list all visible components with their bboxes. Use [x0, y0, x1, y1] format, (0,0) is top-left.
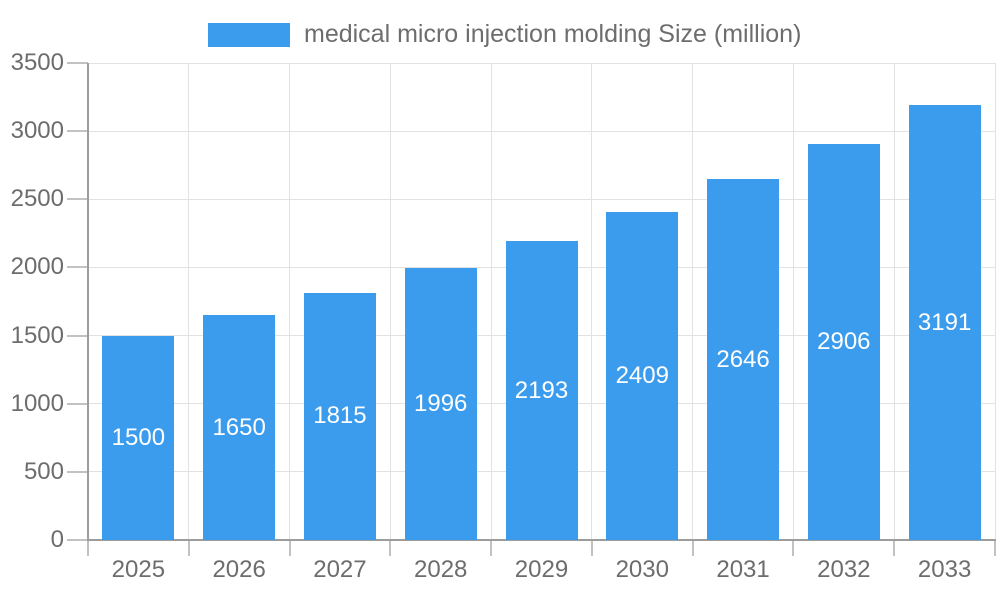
y-axis-line: [87, 63, 89, 540]
bar[interactable]: 2646: [707, 179, 780, 540]
x-axis-label: 2028: [414, 556, 468, 583]
bar-value-label: 2193: [514, 376, 569, 404]
x-tick: [691, 540, 694, 556]
y-tick: [67, 470, 88, 473]
x-gridline: [490, 63, 492, 540]
x-axis-label: 2026: [212, 556, 266, 583]
x-axis-label: 2027: [313, 556, 367, 583]
y-axis-label: 1000: [10, 389, 64, 417]
y-gridline: [88, 198, 995, 200]
bar[interactable]: 2906: [807, 143, 880, 540]
bar[interactable]: 2409: [606, 211, 679, 540]
y-axis-label: 0: [50, 526, 64, 553]
x-gridline: [994, 63, 996, 540]
x-gridline: [591, 63, 593, 540]
x-gridline: [188, 63, 190, 540]
bar-value-label: 2906: [817, 327, 871, 355]
x-tick: [590, 540, 593, 556]
y-tick: [67, 198, 88, 201]
x-tick: [288, 540, 291, 556]
y-tick: [67, 62, 88, 64]
y-axis-label: 500: [23, 457, 64, 485]
bar-value-label: 3191: [917, 308, 972, 336]
x-gridline: [893, 63, 895, 540]
legend-label: medical micro injection molding Size (mi…: [304, 20, 802, 48]
x-tick: [893, 540, 896, 556]
y-tick: [67, 130, 88, 133]
y-axis-label: 1500: [10, 321, 64, 349]
x-axis-line: [87, 539, 996, 541]
bar[interactable]: 1650: [203, 315, 276, 540]
x-tick: [389, 540, 392, 556]
bar-value-label: 2409: [615, 361, 669, 389]
bar[interactable]: 1996: [404, 267, 477, 540]
y-axis-label: 3500: [10, 49, 64, 76]
x-tick: [490, 540, 493, 556]
x-axis-label: 2025: [111, 556, 166, 583]
x-axis-label: 2031: [716, 556, 770, 583]
x-tick: [187, 540, 190, 556]
bar-value-label: 1996: [414, 389, 468, 417]
bar-value-label: 1650: [212, 413, 266, 441]
y-tick: [67, 539, 88, 541]
y-axis-label: 3000: [10, 117, 64, 145]
x-axis-label: 2029: [514, 556, 569, 583]
bar-value-label: 2646: [716, 345, 770, 373]
x-tick: [87, 540, 89, 556]
bar-value-label: 1815: [313, 402, 367, 430]
x-axis-label: 2030: [615, 556, 669, 583]
x-gridline: [692, 63, 694, 540]
x-tick: [994, 540, 996, 556]
y-gridline: [88, 62, 995, 64]
y-axis-label: 2500: [10, 185, 64, 213]
bar[interactable]: 1815: [303, 292, 376, 540]
y-tick: [67, 402, 88, 405]
legend[interactable]: medical micro injection molding Size (mi…: [208, 20, 801, 49]
bar[interactable]: 3191: [908, 105, 981, 540]
x-axis-label: 2033: [917, 556, 972, 583]
y-gridline: [88, 130, 995, 132]
x-tick: [792, 540, 795, 556]
x-gridline: [792, 63, 794, 540]
y-tick: [67, 334, 88, 337]
x-axis-label: 2032: [817, 556, 871, 583]
legend-swatch: [208, 22, 290, 47]
bar-value-label: 1500: [111, 423, 166, 451]
y-tick: [67, 266, 88, 269]
x-gridline: [289, 63, 291, 540]
bar[interactable]: 2193: [505, 241, 578, 540]
y-axis-label: 2000: [10, 253, 64, 281]
x-gridline: [389, 63, 391, 540]
bar[interactable]: 1500: [102, 335, 175, 540]
